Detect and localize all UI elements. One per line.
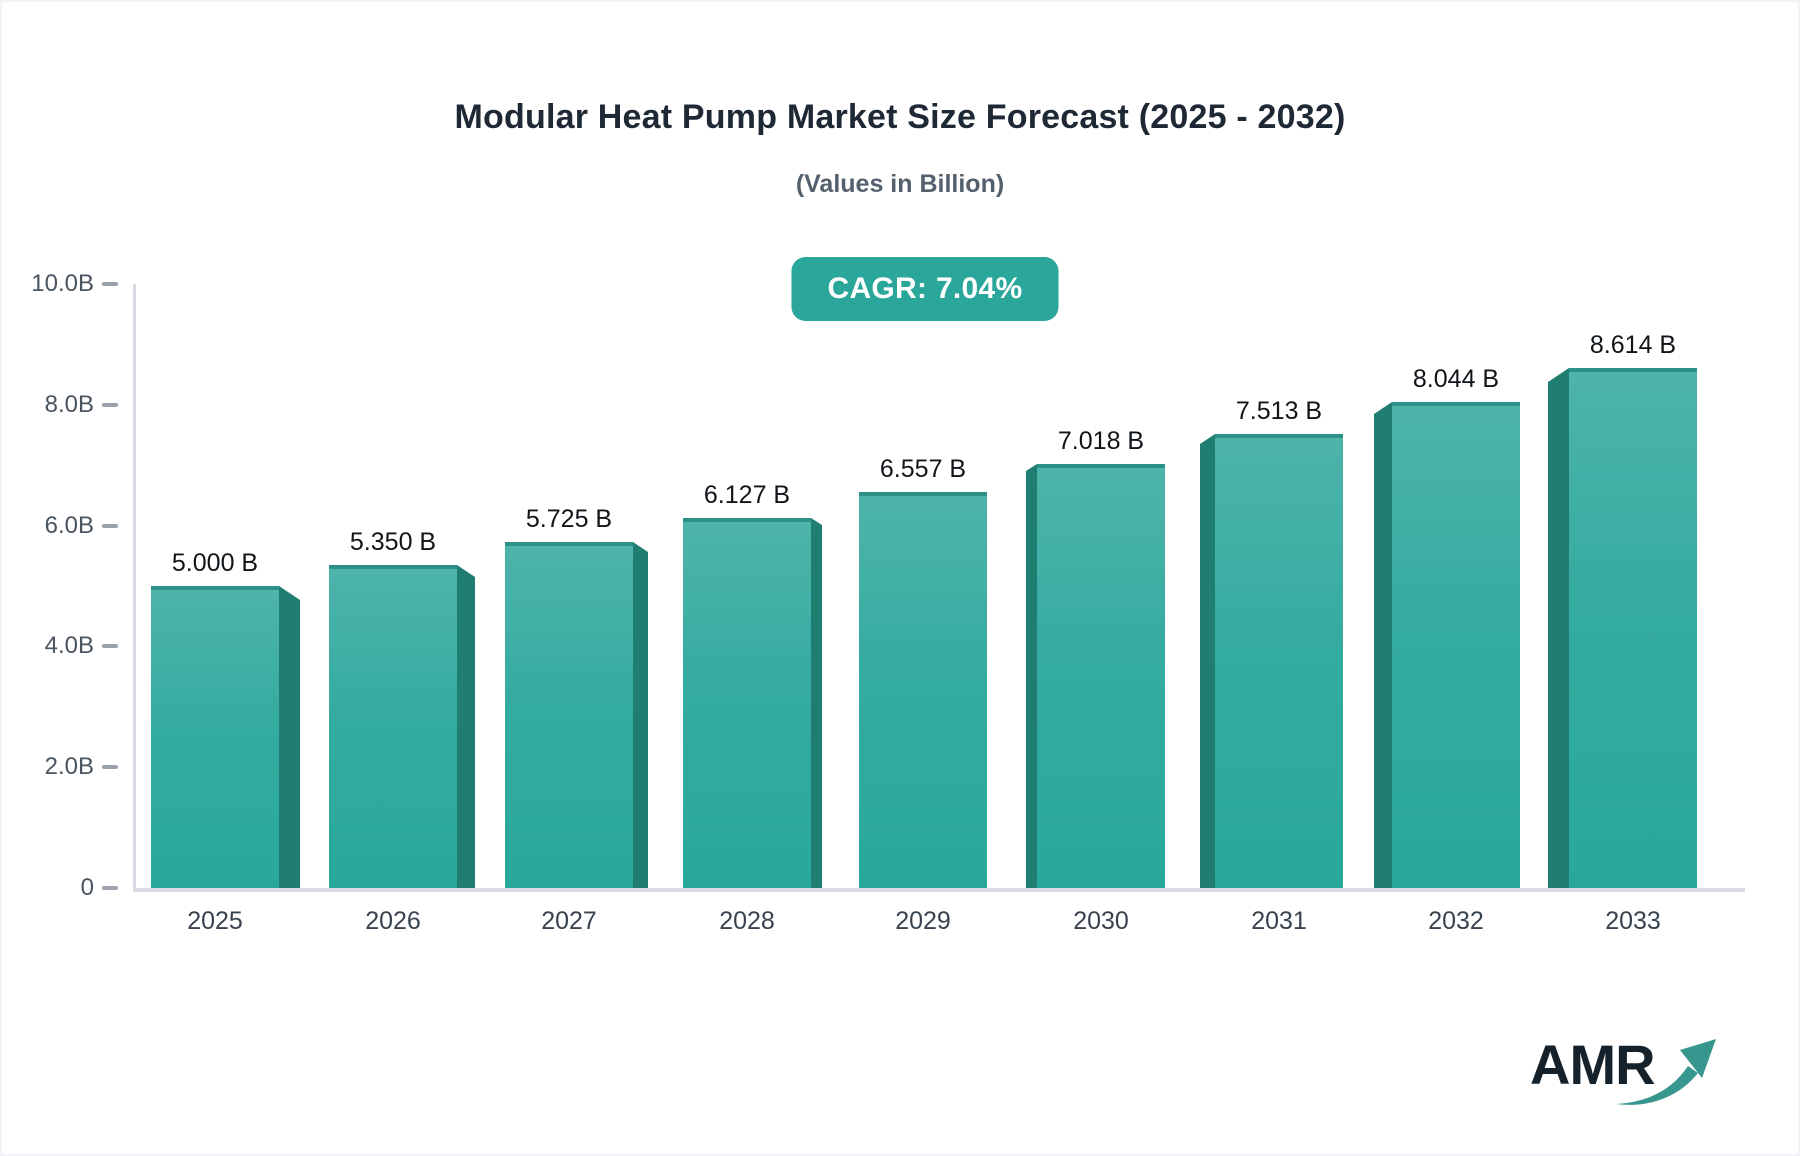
amr-logo-text: AMR: [1530, 1033, 1656, 1096]
cagr-badge: CAGR: 7.04%: [791, 257, 1059, 321]
bar: [505, 542, 633, 888]
y-tick-label: 0: [80, 874, 94, 901]
y-tick-dash: [102, 402, 118, 407]
bar: [1392, 402, 1520, 888]
bar-3d-side: [633, 542, 648, 888]
y-tick-label: 6.0B: [44, 511, 94, 539]
y-tick-dash: [102, 886, 118, 890]
bar-value-label: 7.513 B: [1235, 397, 1323, 425]
bar: [1037, 464, 1165, 888]
bar: [151, 586, 279, 888]
bar: [683, 518, 811, 888]
y-tick-label: 8.0B: [44, 390, 94, 418]
chart-title: Modular Heat Pump Market Size Forecast (…: [454, 98, 1346, 136]
y-tick-label: 2.0B: [44, 753, 94, 781]
chart-subtitle: (Values in Billion): [795, 170, 1005, 198]
bar-value-label: 5.350 B: [349, 528, 437, 556]
bar-value-label: 5.725 B: [525, 505, 613, 533]
bar-3d-side: [1026, 464, 1037, 888]
bar-3d-side: [811, 518, 822, 888]
bar-3d-side: [1374, 402, 1392, 888]
y-tick-label: 4.0B: [44, 632, 94, 660]
bar-value-label: 8.614 B: [1589, 331, 1677, 359]
bar-3d-side: [279, 586, 300, 888]
x-axis-label: 2025: [187, 907, 243, 935]
y-tick-label: 10.0B: [31, 270, 94, 297]
bar-value-label: 7.018 B: [1057, 427, 1145, 455]
x-axis-label: 2030: [1073, 907, 1129, 935]
bar: [1569, 368, 1697, 888]
y-tick-dash: [102, 282, 118, 286]
bar: [1215, 434, 1343, 888]
bar-value-label: 6.557 B: [879, 455, 967, 483]
bar-value-label: 8.044 B: [1412, 365, 1500, 393]
bar: [859, 492, 987, 888]
amr-logo: AMR: [1530, 1032, 1730, 1122]
bar: [329, 565, 457, 888]
x-axis-label: 2026: [365, 907, 421, 935]
x-axis-label: 2033: [1605, 907, 1661, 935]
growth-arrow-icon: [1616, 1039, 1716, 1105]
y-tick-dash: [102, 644, 118, 649]
x-axis-baseline: [133, 888, 1745, 892]
x-axis-label: 2029: [895, 907, 951, 935]
bar-value-label: 6.127 B: [703, 481, 791, 509]
bar-value-label: 5.000 B: [171, 549, 259, 577]
bar-3d-side: [457, 565, 475, 888]
x-axis-label: 2027: [541, 907, 597, 935]
x-axis-label: 2028: [719, 907, 775, 935]
y-axis-line: [133, 284, 136, 888]
x-axis-label: 2031: [1251, 907, 1307, 935]
bar-3d-side: [1200, 434, 1215, 888]
bar-3d-side: [1548, 368, 1569, 888]
x-axis-label: 2032: [1428, 907, 1484, 935]
y-tick-dash: [102, 765, 118, 770]
y-tick-dash: [102, 523, 118, 528]
